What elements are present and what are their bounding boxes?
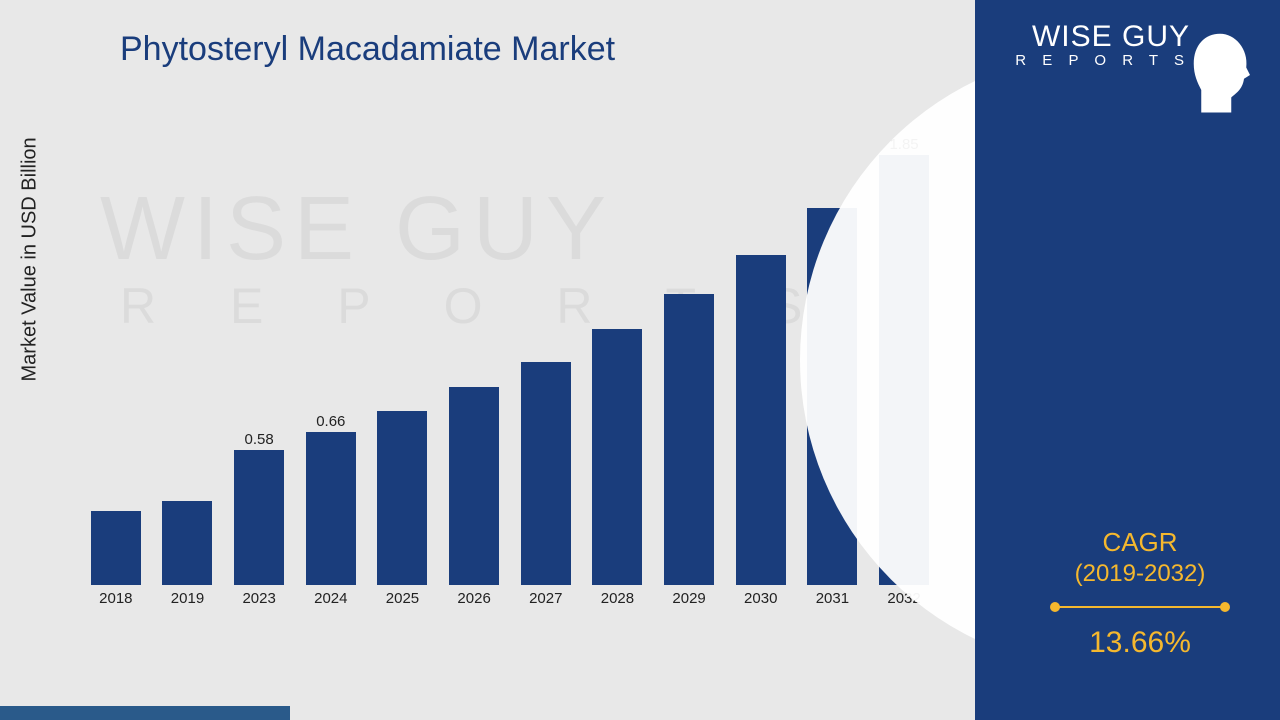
bar: [664, 294, 714, 585]
bar-value-label: 0.66: [316, 413, 345, 430]
x-tick-label: 2028: [587, 590, 647, 607]
cagr-block: CAGR (2019-2032) 13.66%: [1030, 527, 1250, 660]
bar: [91, 511, 141, 585]
cagr-divider: [1055, 606, 1225, 608]
x-tick-label: 2025: [372, 590, 432, 607]
bar: [162, 501, 212, 585]
cagr-value: 13.66%: [1030, 626, 1250, 660]
bar-group: [86, 509, 146, 585]
logo-text-sub: R E P O R T S: [1015, 52, 1190, 69]
bar-group: [659, 292, 719, 585]
bar: [234, 450, 284, 585]
logo-head-icon: [1180, 30, 1260, 120]
bar: [592, 329, 642, 585]
bar-group: [587, 327, 647, 585]
bottom-accent-bar: [0, 706, 290, 720]
bar-group: [157, 499, 217, 585]
cagr-title: CAGR: [1030, 527, 1250, 558]
bar: [377, 411, 427, 585]
x-tick-label: 2027: [516, 590, 576, 607]
y-axis-label: Market Value in USD Billion: [19, 137, 42, 381]
x-tick-label: 2023: [229, 590, 289, 607]
x-tick-label: 2024: [301, 590, 361, 607]
bar: [736, 255, 786, 585]
logo-text-main: WISE GUY: [1015, 20, 1190, 54]
bar: [306, 432, 356, 585]
cagr-years: (2019-2032): [1030, 560, 1250, 588]
chart-title: Phytosteryl Macadamiate Market: [120, 30, 615, 69]
bar-group: [372, 409, 432, 585]
brand-logo: WISE GUY R E P O R T S: [1015, 20, 1260, 69]
x-tick-label: 2018: [86, 590, 146, 607]
x-tick-label: 2026: [444, 590, 504, 607]
bar-group: [516, 360, 576, 585]
bar-group: 0.66: [301, 413, 361, 585]
x-tick-label: 2030: [731, 590, 791, 607]
x-tick-label: 2029: [659, 590, 719, 607]
bar-value-label: 0.58: [245, 431, 274, 448]
bar-group: [444, 385, 504, 585]
bar: [449, 387, 499, 585]
x-tick-label: 2019: [157, 590, 217, 607]
right-panel: WISE GUY R E P O R T S CAGR (2019-2032) …: [975, 0, 1280, 720]
x-axis-labels: 2018 2019 2023 2024 2025 2026 2027 2028 2029 2030…: [80, 590, 940, 607]
x-tick-label: 2031: [802, 590, 862, 607]
bar-group: 0.58: [229, 431, 289, 585]
bar: [521, 362, 571, 585]
bar-group: [731, 253, 791, 585]
